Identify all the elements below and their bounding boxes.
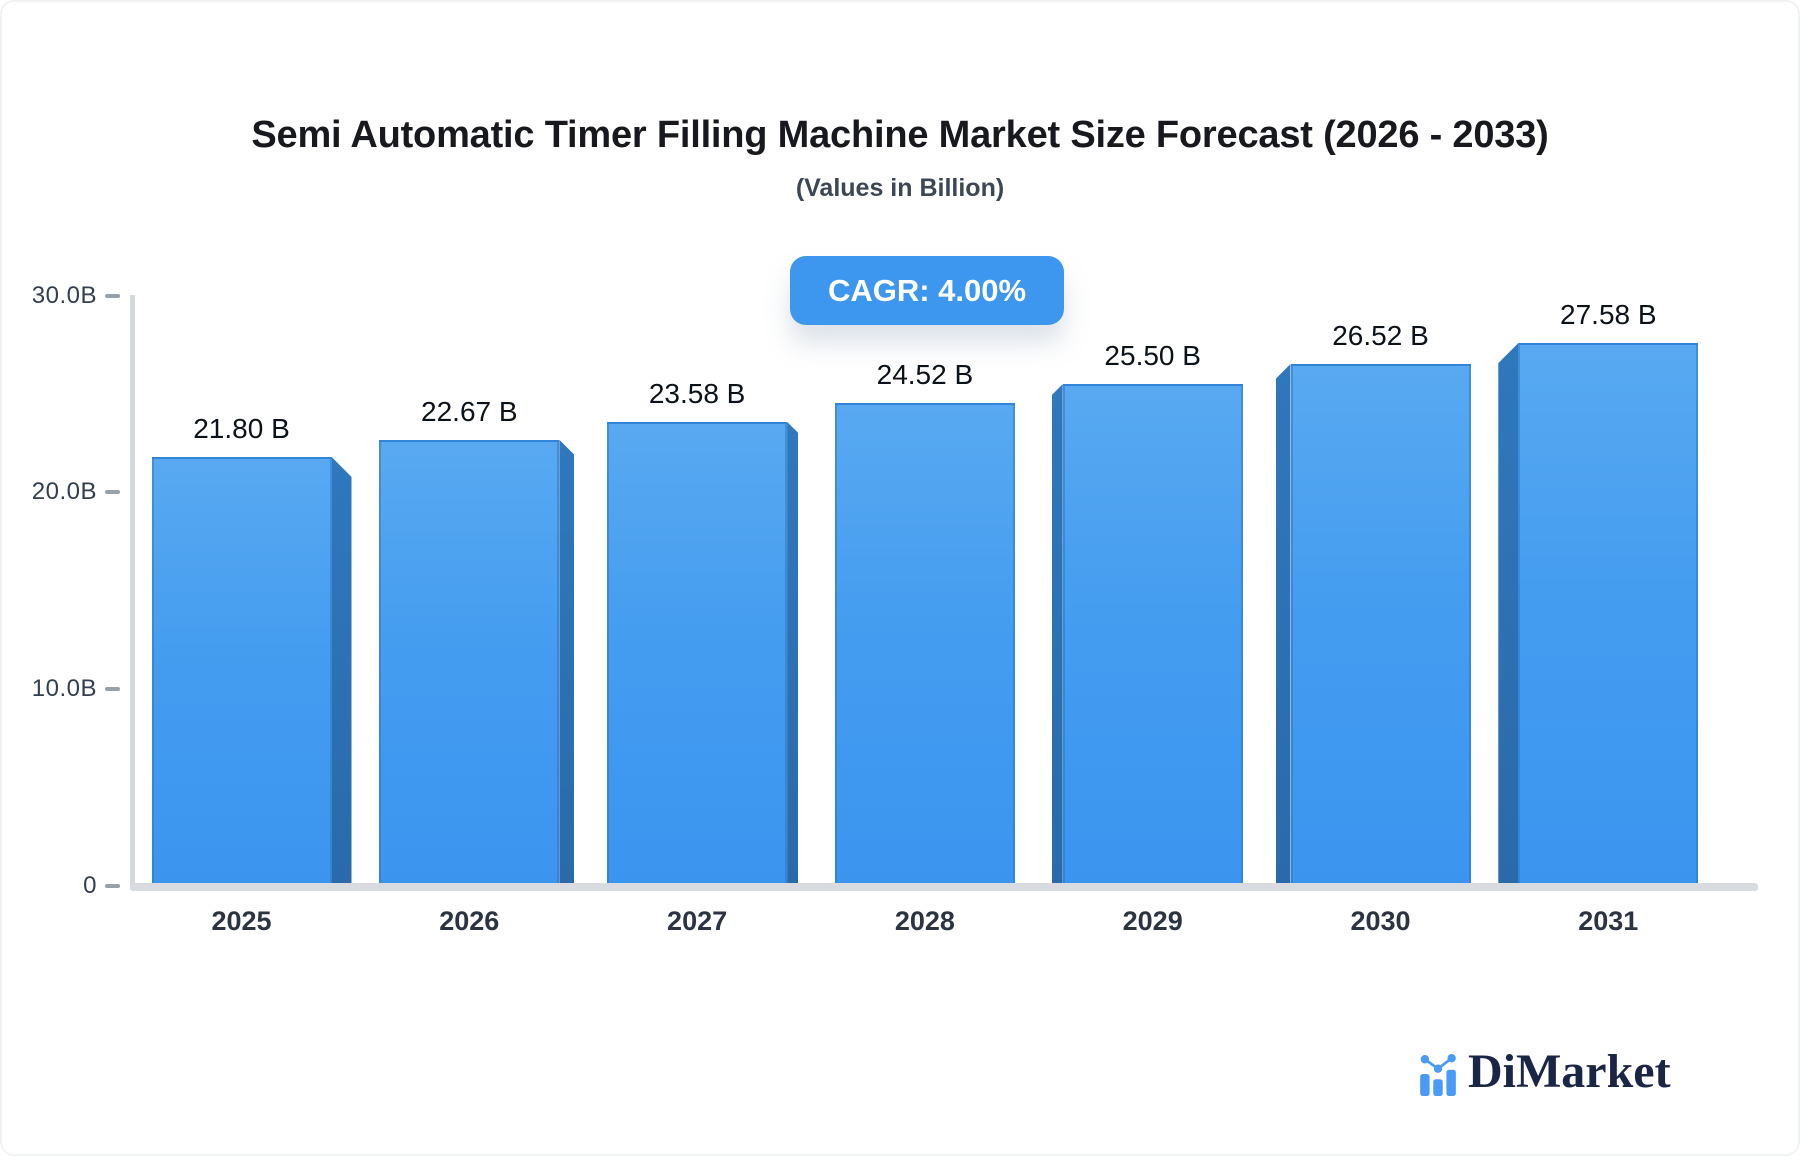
bar-value-label: 26.52 B (1332, 319, 1429, 351)
y-axis-tick-label: 20.0B (31, 478, 97, 506)
bar-3d-side (559, 439, 575, 886)
bar-3d-side (331, 456, 352, 886)
x-axis-label: 2028 (894, 906, 955, 936)
chart-title: Semi Automatic Timer Filling Machine Mar… (251, 114, 1549, 156)
x-axis-label: 2025 (211, 906, 272, 936)
cagr-badge: CAGR: 4.00% (790, 256, 1064, 325)
y-axis-line (130, 295, 135, 886)
x-axis-label: 2031 (1578, 906, 1639, 936)
bar (607, 421, 788, 886)
x-axis-line (130, 883, 1758, 891)
bar-3d-side (1498, 343, 1519, 886)
bar-3d-side (787, 421, 799, 886)
bar-value-label: 25.50 B (1104, 340, 1201, 372)
bar (379, 439, 560, 886)
x-axis-label: 2030 (1350, 906, 1411, 936)
logo-text: DiMarket (1468, 1045, 1671, 1098)
y-axis-tick-mark (105, 293, 120, 298)
brand-logo: DiMarket (1420, 1044, 1671, 1096)
bar-value-label: 21.80 B (193, 412, 290, 444)
bar (1290, 363, 1471, 886)
bar (151, 456, 332, 886)
y-axis-tick-label: 0 (83, 872, 97, 899)
bar-value-label: 23.58 B (648, 377, 746, 409)
bar-3d-side (1051, 384, 1063, 886)
x-axis-label: 2027 (667, 906, 728, 936)
bar-3d-side (1275, 363, 1291, 886)
bar-value-label: 24.52 B (876, 359, 974, 391)
y-axis-tick-mark (105, 687, 120, 692)
y-axis-tick-label: 10.0B (31, 675, 97, 703)
bar (1518, 343, 1699, 886)
y-axis-tick-mark (105, 490, 120, 495)
chart-subtitle: (Values in Billion) (795, 174, 1005, 202)
y-axis-tick-label: 30.0B (31, 281, 97, 309)
y-axis-tick-mark (105, 884, 120, 888)
x-axis-label: 2026 (439, 906, 500, 936)
bar (1062, 384, 1243, 886)
logo-chart-icon (1420, 1054, 1456, 1096)
x-axis-label: 2029 (1122, 906, 1183, 936)
bar-value-label: 22.67 B (421, 395, 518, 427)
bar-value-label: 27.58 B (1560, 299, 1657, 331)
bar (834, 403, 1015, 886)
